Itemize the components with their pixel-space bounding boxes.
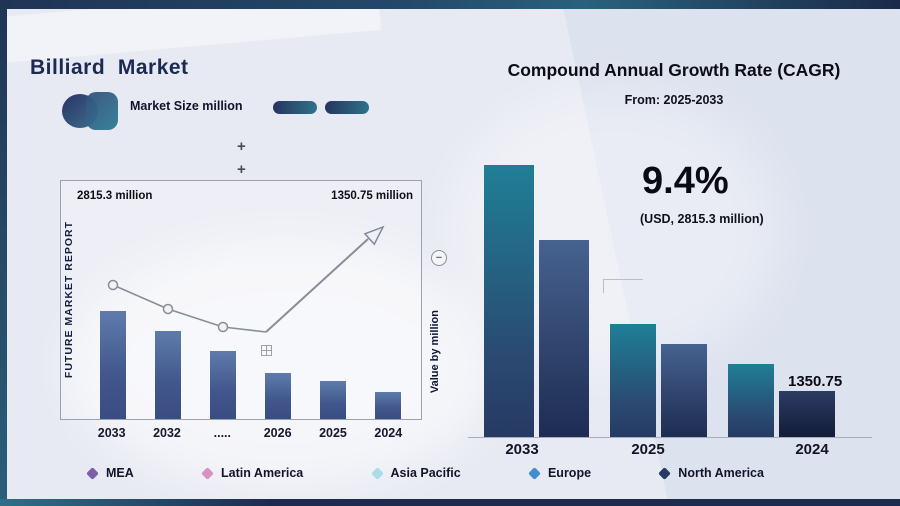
cagr-bar-2033-s2 — [539, 240, 589, 437]
bar-slot — [140, 181, 195, 419]
legend-diamond-icon — [528, 466, 541, 480]
market-bar-2024 — [374, 392, 401, 419]
minus-circle-icon: − — [431, 250, 447, 266]
x-axis-label: 2026 — [263, 426, 292, 440]
market-size-chart: 2815.3 million 1350.75 million FUTURE MA… — [60, 180, 422, 420]
cagr-bar-2033-s1 — [484, 165, 534, 437]
page-title: Billiard Market — [30, 56, 189, 79]
x-axis-label: 2025 — [631, 441, 665, 458]
cagr-bar-2024-s2 — [779, 391, 835, 437]
legend-item-mea: MEA — [86, 466, 134, 480]
ratio-pill-icon — [273, 101, 317, 114]
cagr-bar-group-2033 — [484, 165, 589, 437]
legend-label: Latin America — [221, 466, 304, 480]
market-value-2024: 1350.75 million — [331, 190, 413, 202]
cagr-chart — [470, 160, 872, 437]
market-bar-2033 — [99, 311, 126, 419]
x-axis-label: 2024 — [374, 426, 403, 440]
cagr-title: Compound Annual Growth Rate (CAGR) — [507, 60, 841, 80]
bar-slot — [250, 181, 305, 419]
legend-label: Asia Pacific — [390, 466, 461, 480]
cagr-bar-2025-s2 — [661, 344, 707, 437]
market-value-2033: 2815.3 million — [77, 190, 153, 202]
market-size-icon — [62, 92, 120, 130]
market-bar-..... — [209, 351, 236, 419]
legend-label: MEA — [106, 466, 134, 480]
x-axis-label: 2025 — [319, 426, 347, 440]
market-size-legend-label: Market Size million — [130, 99, 243, 113]
right-x-axis-line — [468, 437, 872, 438]
step-bracket-decoration — [603, 279, 643, 293]
right-y-axis-label: Value by million — [429, 310, 441, 394]
ratio-pills — [273, 101, 369, 114]
cagr-value: 9.4% — [642, 160, 729, 202]
market-size-icon-pill — [86, 92, 118, 130]
plus-icon: + — [237, 138, 246, 155]
top-border-strip — [0, 0, 900, 9]
bar-slot — [305, 181, 360, 419]
x-axis-label: 2024 — [795, 441, 829, 458]
legend-item-latin-america: Latin America — [201, 466, 304, 480]
cagr-note: (USD, 2815.3 million) — [640, 212, 764, 226]
x-axis-label: 2033 — [97, 426, 126, 440]
cagr-bar-group-2024 — [728, 364, 835, 437]
cagr-bar-2024-s1 — [728, 364, 774, 437]
value-callout-2024: 1350.75 — [788, 373, 843, 390]
market-size-bars — [85, 181, 415, 419]
cagr-bar-group-2025 — [610, 324, 707, 437]
ratio-pill-icon — [325, 101, 369, 114]
legend-diamond-icon — [86, 466, 99, 480]
legend-diamond-icon — [370, 466, 384, 480]
legend-diamond-icon — [201, 466, 214, 480]
legend-diamond-icon — [658, 466, 672, 480]
bar-slot — [360, 181, 415, 419]
left-y-axis-label: FUTURE MARKET REPORT — [63, 221, 75, 379]
legend-label: North America — [678, 466, 764, 480]
market-bar-2032 — [154, 331, 181, 419]
grid-icon — [261, 345, 272, 356]
legend-item-europe: Europe — [528, 466, 592, 480]
bottom-border-strip — [0, 499, 900, 506]
plus-icon: + — [237, 161, 246, 178]
bar-slot — [85, 181, 140, 419]
left-x-axis: 2033 2032..... 2026 2025 2024 — [60, 426, 422, 440]
cagr-subtitle: From: 2025-2033 — [624, 93, 724, 107]
legend-item-north-america: North America — [658, 466, 764, 480]
region-legend: MEA Latin America Asia Pacific Europe North … — [86, 466, 764, 480]
cagr-bar-2025-s1 — [610, 324, 656, 437]
x-axis-label: 2033 — [505, 441, 539, 458]
left-border-strip — [0, 0, 7, 506]
legend-label: Europe — [547, 466, 592, 480]
legend-item-asia-pacific: Asia Pacific — [370, 466, 461, 480]
bar-slot — [195, 181, 250, 419]
x-axis-label: 2032 — [153, 426, 181, 440]
x-axis-label: ..... — [213, 426, 231, 440]
market-bar-2025 — [319, 381, 346, 419]
market-bar-2026 — [264, 373, 291, 419]
